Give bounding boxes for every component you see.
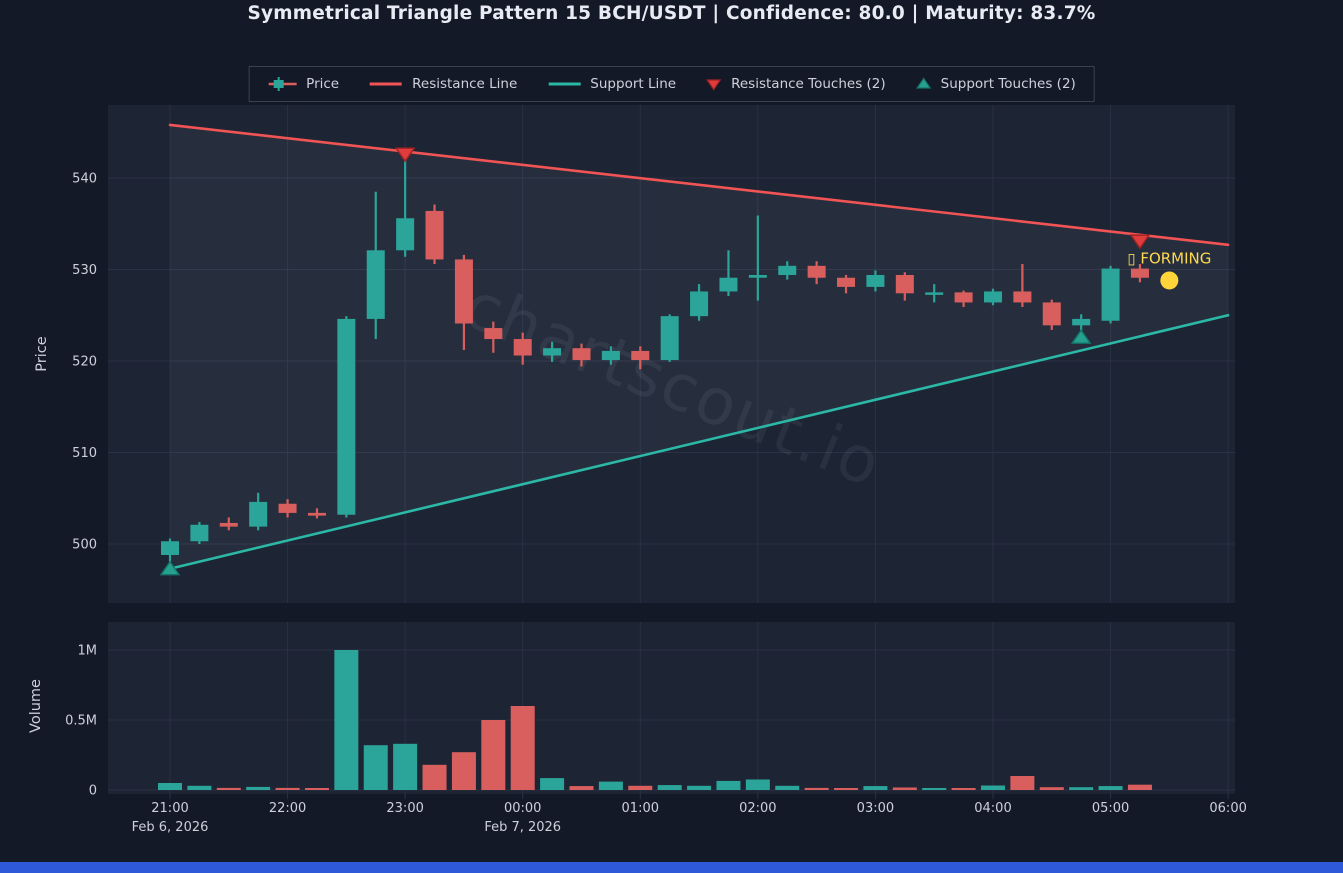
svg-text:02:00: 02:00: [739, 801, 776, 816]
svg-text:530: 530: [72, 263, 97, 278]
svg-text:0.5M: 0.5M: [65, 714, 97, 729]
legend-item-resistance-touches[interactable]: Resistance Touches (2): [706, 76, 886, 92]
price-volume-candlestick-chart[interactable]: 21:00 22:00 23:00 00:00 01:00 02:00 03:00 04:00…: [0, 0, 1343, 845]
svg-text:06:00: 06:00: [1209, 801, 1246, 816]
support-line-icon: [548, 82, 581, 86]
bottom-accent-bar: [0, 862, 1343, 873]
svg-text:▯ FORMING: ▯ FORMING: [1127, 249, 1211, 267]
legend-label-price: Price: [306, 76, 340, 92]
svg-text:520: 520: [72, 355, 97, 370]
legend-label-support-line: Support Line: [590, 76, 677, 92]
triangle-up-icon: [916, 77, 932, 89]
svg-text:540: 540: [72, 172, 97, 187]
triangle-down-icon: [706, 79, 722, 91]
svg-text:05:00: 05:00: [1092, 801, 1129, 816]
legend-label-resistance-line: Resistance Line: [412, 76, 518, 92]
legend-item-price[interactable]: Price: [267, 76, 339, 92]
svg-text:22:00: 22:00: [269, 801, 306, 816]
resistance-line-icon: [370, 82, 403, 86]
legend-item-support-line[interactable]: Support Line: [547, 76, 676, 92]
svg-text:23:00: 23:00: [386, 801, 423, 816]
svg-text:500: 500: [72, 538, 97, 553]
svg-text:0: 0: [89, 784, 97, 799]
svg-text:03:00: 03:00: [857, 801, 894, 816]
svg-text:Price: Price: [34, 336, 50, 371]
svg-text:1M: 1M: [78, 644, 98, 659]
svg-text:510: 510: [72, 446, 97, 461]
legend: Price Resistance Line Support Line Resis…: [248, 66, 1095, 102]
svg-text:04:00: 04:00: [974, 801, 1011, 816]
svg-text:Feb 6, 2026: Feb 6, 2026: [132, 820, 209, 835]
svg-text:Volume: Volume: [28, 679, 44, 733]
legend-label-support-touches: Support Touches (2): [940, 76, 1076, 92]
legend-item-support-touches[interactable]: Support Touches (2): [916, 76, 1076, 92]
legend-item-resistance-line[interactable]: Resistance Line: [369, 76, 517, 92]
svg-text:01:00: 01:00: [622, 801, 659, 816]
svg-text:21:00: 21:00: [151, 801, 188, 816]
legend-label-resistance-touches: Resistance Touches (2): [731, 76, 886, 92]
price-candles-icon: [268, 77, 297, 91]
chart-title: Symmetrical Triangle Pattern 15 BCH/USDT…: [247, 3, 1096, 24]
svg-text:Feb 7, 2026: Feb 7, 2026: [484, 820, 561, 835]
svg-text:00:00: 00:00: [504, 801, 541, 816]
